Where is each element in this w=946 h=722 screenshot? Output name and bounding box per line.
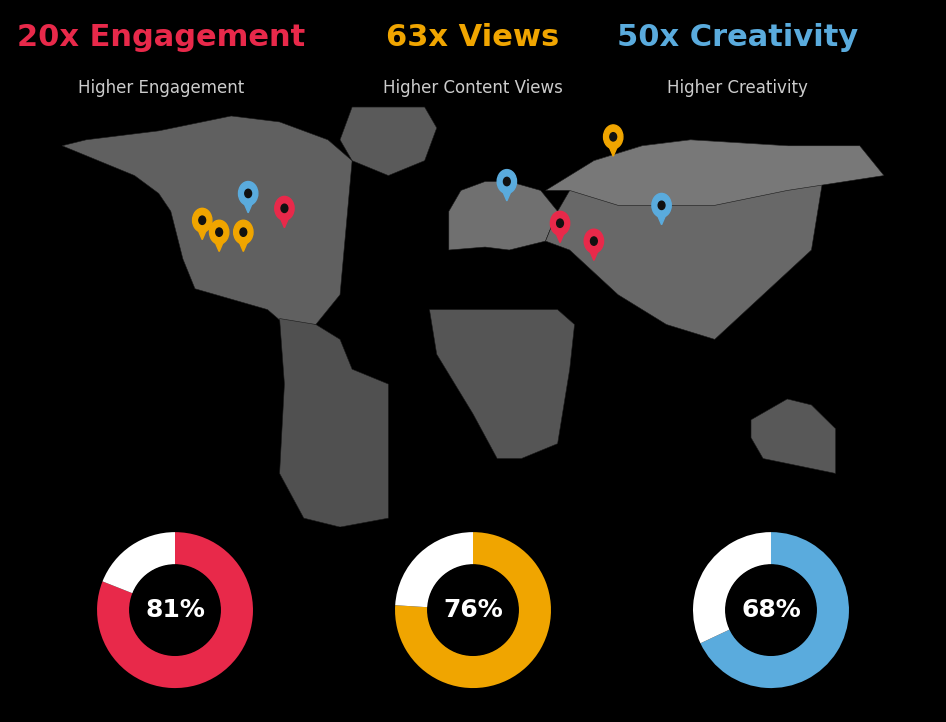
- Polygon shape: [429, 310, 574, 458]
- Text: Higher Creativity: Higher Creativity: [668, 79, 808, 97]
- Circle shape: [238, 181, 258, 205]
- Wedge shape: [700, 532, 849, 688]
- Text: Higher Content Views: Higher Content Views: [383, 79, 563, 97]
- Polygon shape: [196, 225, 208, 240]
- Polygon shape: [242, 199, 254, 213]
- Circle shape: [281, 204, 288, 212]
- Wedge shape: [395, 532, 551, 688]
- Circle shape: [274, 196, 294, 220]
- Polygon shape: [500, 186, 513, 201]
- Circle shape: [240, 228, 247, 236]
- Circle shape: [726, 565, 816, 656]
- Text: 20x Engagement: 20x Engagement: [17, 22, 305, 51]
- Circle shape: [652, 193, 672, 217]
- Circle shape: [193, 209, 212, 232]
- Polygon shape: [448, 181, 557, 250]
- Circle shape: [428, 565, 518, 656]
- Wedge shape: [395, 532, 473, 607]
- Circle shape: [604, 125, 622, 149]
- Polygon shape: [751, 399, 835, 474]
- Circle shape: [209, 220, 229, 244]
- Circle shape: [551, 212, 569, 235]
- Text: 63x Views: 63x Views: [386, 22, 560, 51]
- Circle shape: [498, 170, 517, 193]
- Circle shape: [503, 178, 510, 186]
- Text: 68%: 68%: [741, 598, 801, 622]
- Circle shape: [658, 201, 665, 209]
- Wedge shape: [97, 532, 253, 688]
- Text: 76%: 76%: [443, 598, 503, 622]
- Circle shape: [199, 216, 205, 225]
- Polygon shape: [278, 213, 290, 227]
- Text: Higher Engagement: Higher Engagement: [78, 79, 244, 97]
- Circle shape: [590, 237, 597, 245]
- Wedge shape: [693, 532, 771, 643]
- Polygon shape: [340, 107, 437, 175]
- Polygon shape: [607, 142, 620, 156]
- Polygon shape: [546, 140, 824, 339]
- Circle shape: [245, 189, 252, 198]
- Polygon shape: [553, 228, 567, 243]
- Circle shape: [234, 220, 253, 244]
- Polygon shape: [587, 246, 600, 261]
- Text: 50x Creativity: 50x Creativity: [617, 22, 859, 51]
- Polygon shape: [213, 237, 225, 251]
- Text: 81%: 81%: [145, 598, 205, 622]
- Circle shape: [216, 228, 222, 236]
- Circle shape: [610, 133, 617, 141]
- Circle shape: [130, 565, 220, 656]
- Circle shape: [585, 229, 604, 253]
- Polygon shape: [280, 318, 389, 527]
- Polygon shape: [656, 210, 668, 225]
- Polygon shape: [546, 140, 884, 205]
- Polygon shape: [62, 116, 352, 331]
- Polygon shape: [237, 237, 250, 251]
- Wedge shape: [102, 532, 175, 593]
- Circle shape: [556, 219, 564, 227]
